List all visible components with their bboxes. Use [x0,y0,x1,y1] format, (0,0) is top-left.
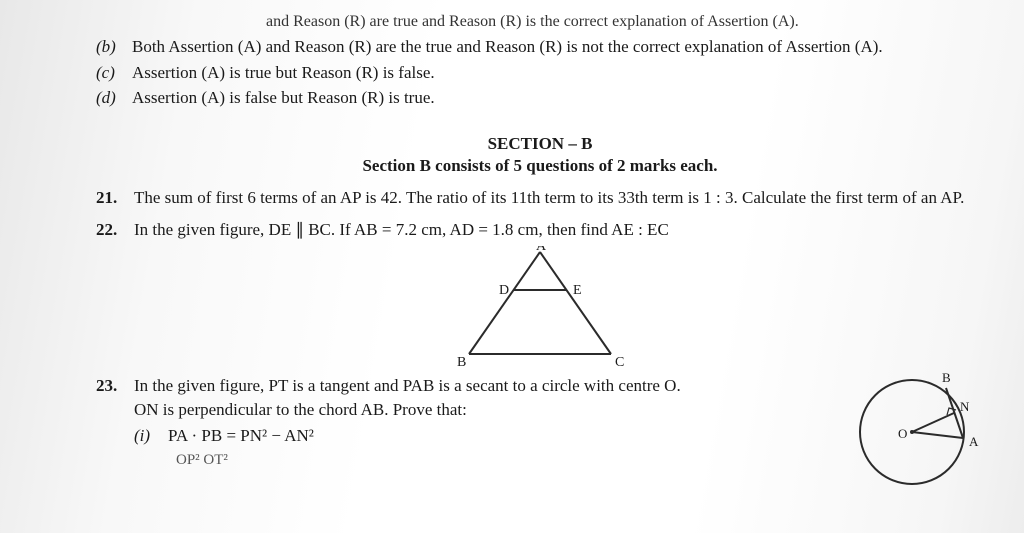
svg-text:B: B [942,370,951,385]
svg-text:C: C [615,355,624,366]
option-a-fragment-text: and Reason (R) are true and Reason (R) i… [266,11,799,33]
option-a-fragment: and Reason (R) are true and Reason (R) i… [266,11,984,33]
q22-text: In the given figure, DE ∥ BC. If AB = 7.… [134,218,984,242]
svg-text:D: D [499,283,509,298]
question-23-wrap: 23. In the given figure, PT is a tangent… [96,374,984,469]
option-d: (d) Assertion (A) is false but Reason (R… [96,87,984,110]
option-b-label: (b) [96,36,124,59]
option-d-text: Assertion (A) is false but Reason (R) is… [132,87,435,110]
section-title: SECTION – B [96,134,984,154]
q23-line1: In the given figure, PT is a tangent and… [134,376,681,395]
question-21: 21. The sum of first 6 terms of an AP is… [96,186,984,210]
svg-text:O: O [898,426,907,441]
q21-number: 21. [96,186,124,210]
option-c: (c) Assertion (A) is true but Reason (R)… [96,62,984,85]
circle-diagram: O A BN [854,366,994,486]
triangle-diagram: A B C D E [455,246,625,366]
q23-line2: ON is perpendicular to the chord AB. Pro… [134,400,467,419]
svg-text:A: A [969,434,979,449]
option-d-label: (d) [96,87,124,110]
svg-text:N: N [960,399,970,414]
option-c-label: (c) [96,62,124,85]
q23-figure: O A BN [854,366,994,491]
question-23: 23. In the given figure, PT is a tangent… [96,374,984,422]
option-b-text: Both Assertion (A) and Reason (R) are th… [132,36,883,59]
svg-text:B: B [457,355,466,366]
q23-i-label: (i) [134,426,160,446]
option-b: (b) Both Assertion (A) and Reason (R) ar… [96,36,984,59]
exam-page: and Reason (R) are true and Reason (R) i… [0,0,1024,533]
q23-ii-fragment: OP² OT² [176,452,228,469]
svg-text:A: A [536,246,547,254]
q22-figure: A B C D E [96,246,984,366]
q23-number: 23. [96,374,124,422]
q21-text: The sum of first 6 terms of an AP is 42.… [134,186,984,210]
section-subtitle: Section B consists of 5 questions of 2 m… [96,156,984,176]
q22-number: 22. [96,218,124,242]
option-c-text: Assertion (A) is true but Reason (R) is … [132,62,435,85]
q23-i-expression: PA · PB = PN² − AN² [168,426,314,446]
svg-text:E: E [573,283,582,298]
question-22: 22. In the given figure, DE ∥ BC. If AB … [96,218,984,242]
